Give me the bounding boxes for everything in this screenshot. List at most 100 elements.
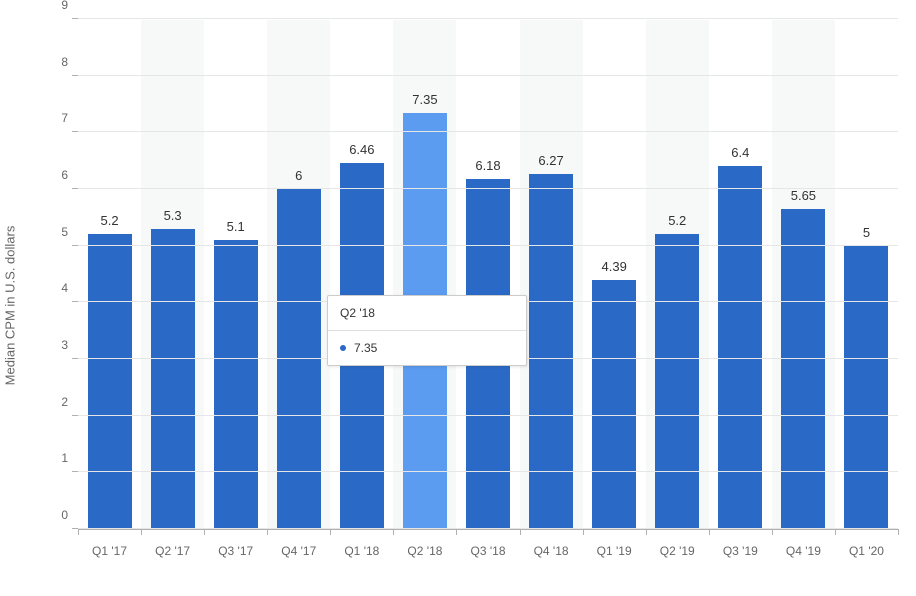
bar-slot: 6.27Q4 '18 bbox=[520, 20, 583, 529]
y-tick-mark bbox=[72, 471, 78, 472]
x-tick-mark bbox=[393, 529, 394, 535]
x-tick-mark bbox=[646, 529, 647, 535]
x-tick-label: Q3 '18 bbox=[471, 529, 506, 558]
bar[interactable]: 5.2 bbox=[655, 234, 699, 529]
gridline bbox=[78, 75, 898, 76]
bar[interactable]: 5.2 bbox=[88, 234, 132, 529]
gridline bbox=[78, 131, 898, 132]
tooltip-value: 7.35 bbox=[354, 341, 377, 355]
x-tick-mark bbox=[204, 529, 205, 535]
bar[interactable]: 6.27 bbox=[529, 174, 573, 529]
x-tick-label: Q4 '18 bbox=[534, 529, 569, 558]
y-tick-mark bbox=[72, 415, 78, 416]
bar-slot: 5.2Q1 '17 bbox=[78, 20, 141, 529]
x-tick-label: Q4 '19 bbox=[786, 529, 821, 558]
gridline bbox=[78, 245, 898, 246]
x-tick-label: Q1 '19 bbox=[597, 529, 632, 558]
y-tick-label: 9 bbox=[48, 0, 78, 12]
tooltip-title: Q2 '18 bbox=[328, 296, 526, 331]
x-tick-label: Q2 '19 bbox=[660, 529, 695, 558]
x-tick-mark bbox=[835, 529, 836, 535]
bar-slot: 7.35Q2 '18 bbox=[393, 20, 456, 529]
bar[interactable]: 5.1 bbox=[214, 240, 258, 529]
x-tick-mark bbox=[898, 529, 899, 535]
bar-value-label: 5 bbox=[863, 225, 870, 246]
y-tick-label: 6 bbox=[48, 168, 78, 182]
bar-slot: 5Q1 '20 bbox=[835, 20, 898, 529]
y-tick-mark bbox=[72, 75, 78, 76]
x-tick-mark bbox=[709, 529, 710, 535]
x-tick-label: Q2 '18 bbox=[407, 529, 442, 558]
y-tick-label: 2 bbox=[48, 395, 78, 409]
tooltip: Q2 '18 7.35 bbox=[327, 295, 527, 366]
x-tick-label: Q3 '19 bbox=[723, 529, 758, 558]
x-tick-mark bbox=[267, 529, 268, 535]
plot-area: 5.2Q1 '175.3Q2 '175.1Q3 '176Q4 '176.46Q1… bbox=[78, 20, 898, 530]
x-tick-mark bbox=[141, 529, 142, 535]
x-tick-mark bbox=[330, 529, 331, 535]
bar-slot: 6Q4 '17 bbox=[267, 20, 330, 529]
bar[interactable]: 4.39 bbox=[592, 280, 636, 529]
x-tick-label: Q3 '17 bbox=[218, 529, 253, 558]
x-tick-mark bbox=[772, 529, 773, 535]
bar-value-label: 6.18 bbox=[475, 158, 500, 179]
bar[interactable]: 6 bbox=[277, 189, 321, 529]
y-tick-mark bbox=[72, 528, 78, 529]
y-tick-label: 3 bbox=[48, 338, 78, 352]
x-tick-mark bbox=[583, 529, 584, 535]
bar-value-label: 7.35 bbox=[412, 92, 437, 113]
bar-value-label: 4.39 bbox=[602, 259, 627, 280]
x-tick-mark bbox=[78, 529, 79, 535]
y-tick-label: 0 bbox=[48, 508, 78, 522]
x-tick-label: Q2 '17 bbox=[155, 529, 190, 558]
bar-slot: 4.39Q1 '19 bbox=[583, 20, 646, 529]
y-tick-mark bbox=[72, 188, 78, 189]
bar[interactable]: 5.3 bbox=[151, 229, 195, 529]
bar-value-label: 5.2 bbox=[668, 213, 686, 234]
bar[interactable]: 5 bbox=[844, 246, 888, 529]
bar-value-label: 6.4 bbox=[731, 145, 749, 166]
y-tick-label: 7 bbox=[48, 111, 78, 125]
y-tick-mark bbox=[72, 245, 78, 246]
y-tick-mark bbox=[72, 18, 78, 19]
bar-slot: 5.1Q3 '17 bbox=[204, 20, 267, 529]
bar-slot: 6.4Q3 '19 bbox=[709, 20, 772, 529]
tooltip-body: 7.35 bbox=[328, 331, 526, 365]
bar-value-label: 5.65 bbox=[791, 188, 816, 209]
x-tick-label: Q1 '17 bbox=[92, 529, 127, 558]
bar-value-label: 6.27 bbox=[538, 153, 563, 174]
y-tick-label: 4 bbox=[48, 281, 78, 295]
bar-value-label: 6 bbox=[295, 168, 302, 189]
y-tick-label: 1 bbox=[48, 451, 78, 465]
bar-value-label: 5.2 bbox=[100, 213, 118, 234]
gridline bbox=[78, 471, 898, 472]
bar[interactable]: 5.65 bbox=[781, 209, 825, 529]
y-tick-mark bbox=[72, 301, 78, 302]
bar-slot: 6.46Q1 '18 bbox=[330, 20, 393, 529]
y-axis-label: Median CPM in U.S. dollars bbox=[3, 226, 18, 386]
bar-value-label: 5.1 bbox=[227, 219, 245, 240]
x-tick-mark bbox=[520, 529, 521, 535]
chart-container: Median CPM in U.S. dollars 5.2Q1 '175.3Q… bbox=[0, 0, 916, 596]
tooltip-dot-icon bbox=[340, 345, 346, 351]
bar-value-label: 6.46 bbox=[349, 142, 374, 163]
x-tick-label: Q1 '18 bbox=[344, 529, 379, 558]
y-tick-label: 5 bbox=[48, 225, 78, 239]
x-tick-label: Q4 '17 bbox=[281, 529, 316, 558]
bar-slot: 5.3Q2 '17 bbox=[141, 20, 204, 529]
bars-group: 5.2Q1 '175.3Q2 '175.1Q3 '176Q4 '176.46Q1… bbox=[78, 20, 898, 529]
gridline bbox=[78, 528, 898, 529]
bar-value-label: 5.3 bbox=[164, 208, 182, 229]
bar-slot: 6.18Q3 '18 bbox=[456, 20, 519, 529]
bar-slot: 5.2Q2 '19 bbox=[646, 20, 709, 529]
gridline bbox=[78, 415, 898, 416]
y-tick-label: 8 bbox=[48, 55, 78, 69]
x-tick-label: Q1 '20 bbox=[849, 529, 884, 558]
bar-slot: 5.65Q4 '19 bbox=[772, 20, 835, 529]
y-tick-mark bbox=[72, 131, 78, 132]
bar[interactable]: 6.4 bbox=[718, 166, 762, 529]
gridline bbox=[78, 18, 898, 19]
x-tick-mark bbox=[456, 529, 457, 535]
y-tick-mark bbox=[72, 358, 78, 359]
gridline bbox=[78, 188, 898, 189]
